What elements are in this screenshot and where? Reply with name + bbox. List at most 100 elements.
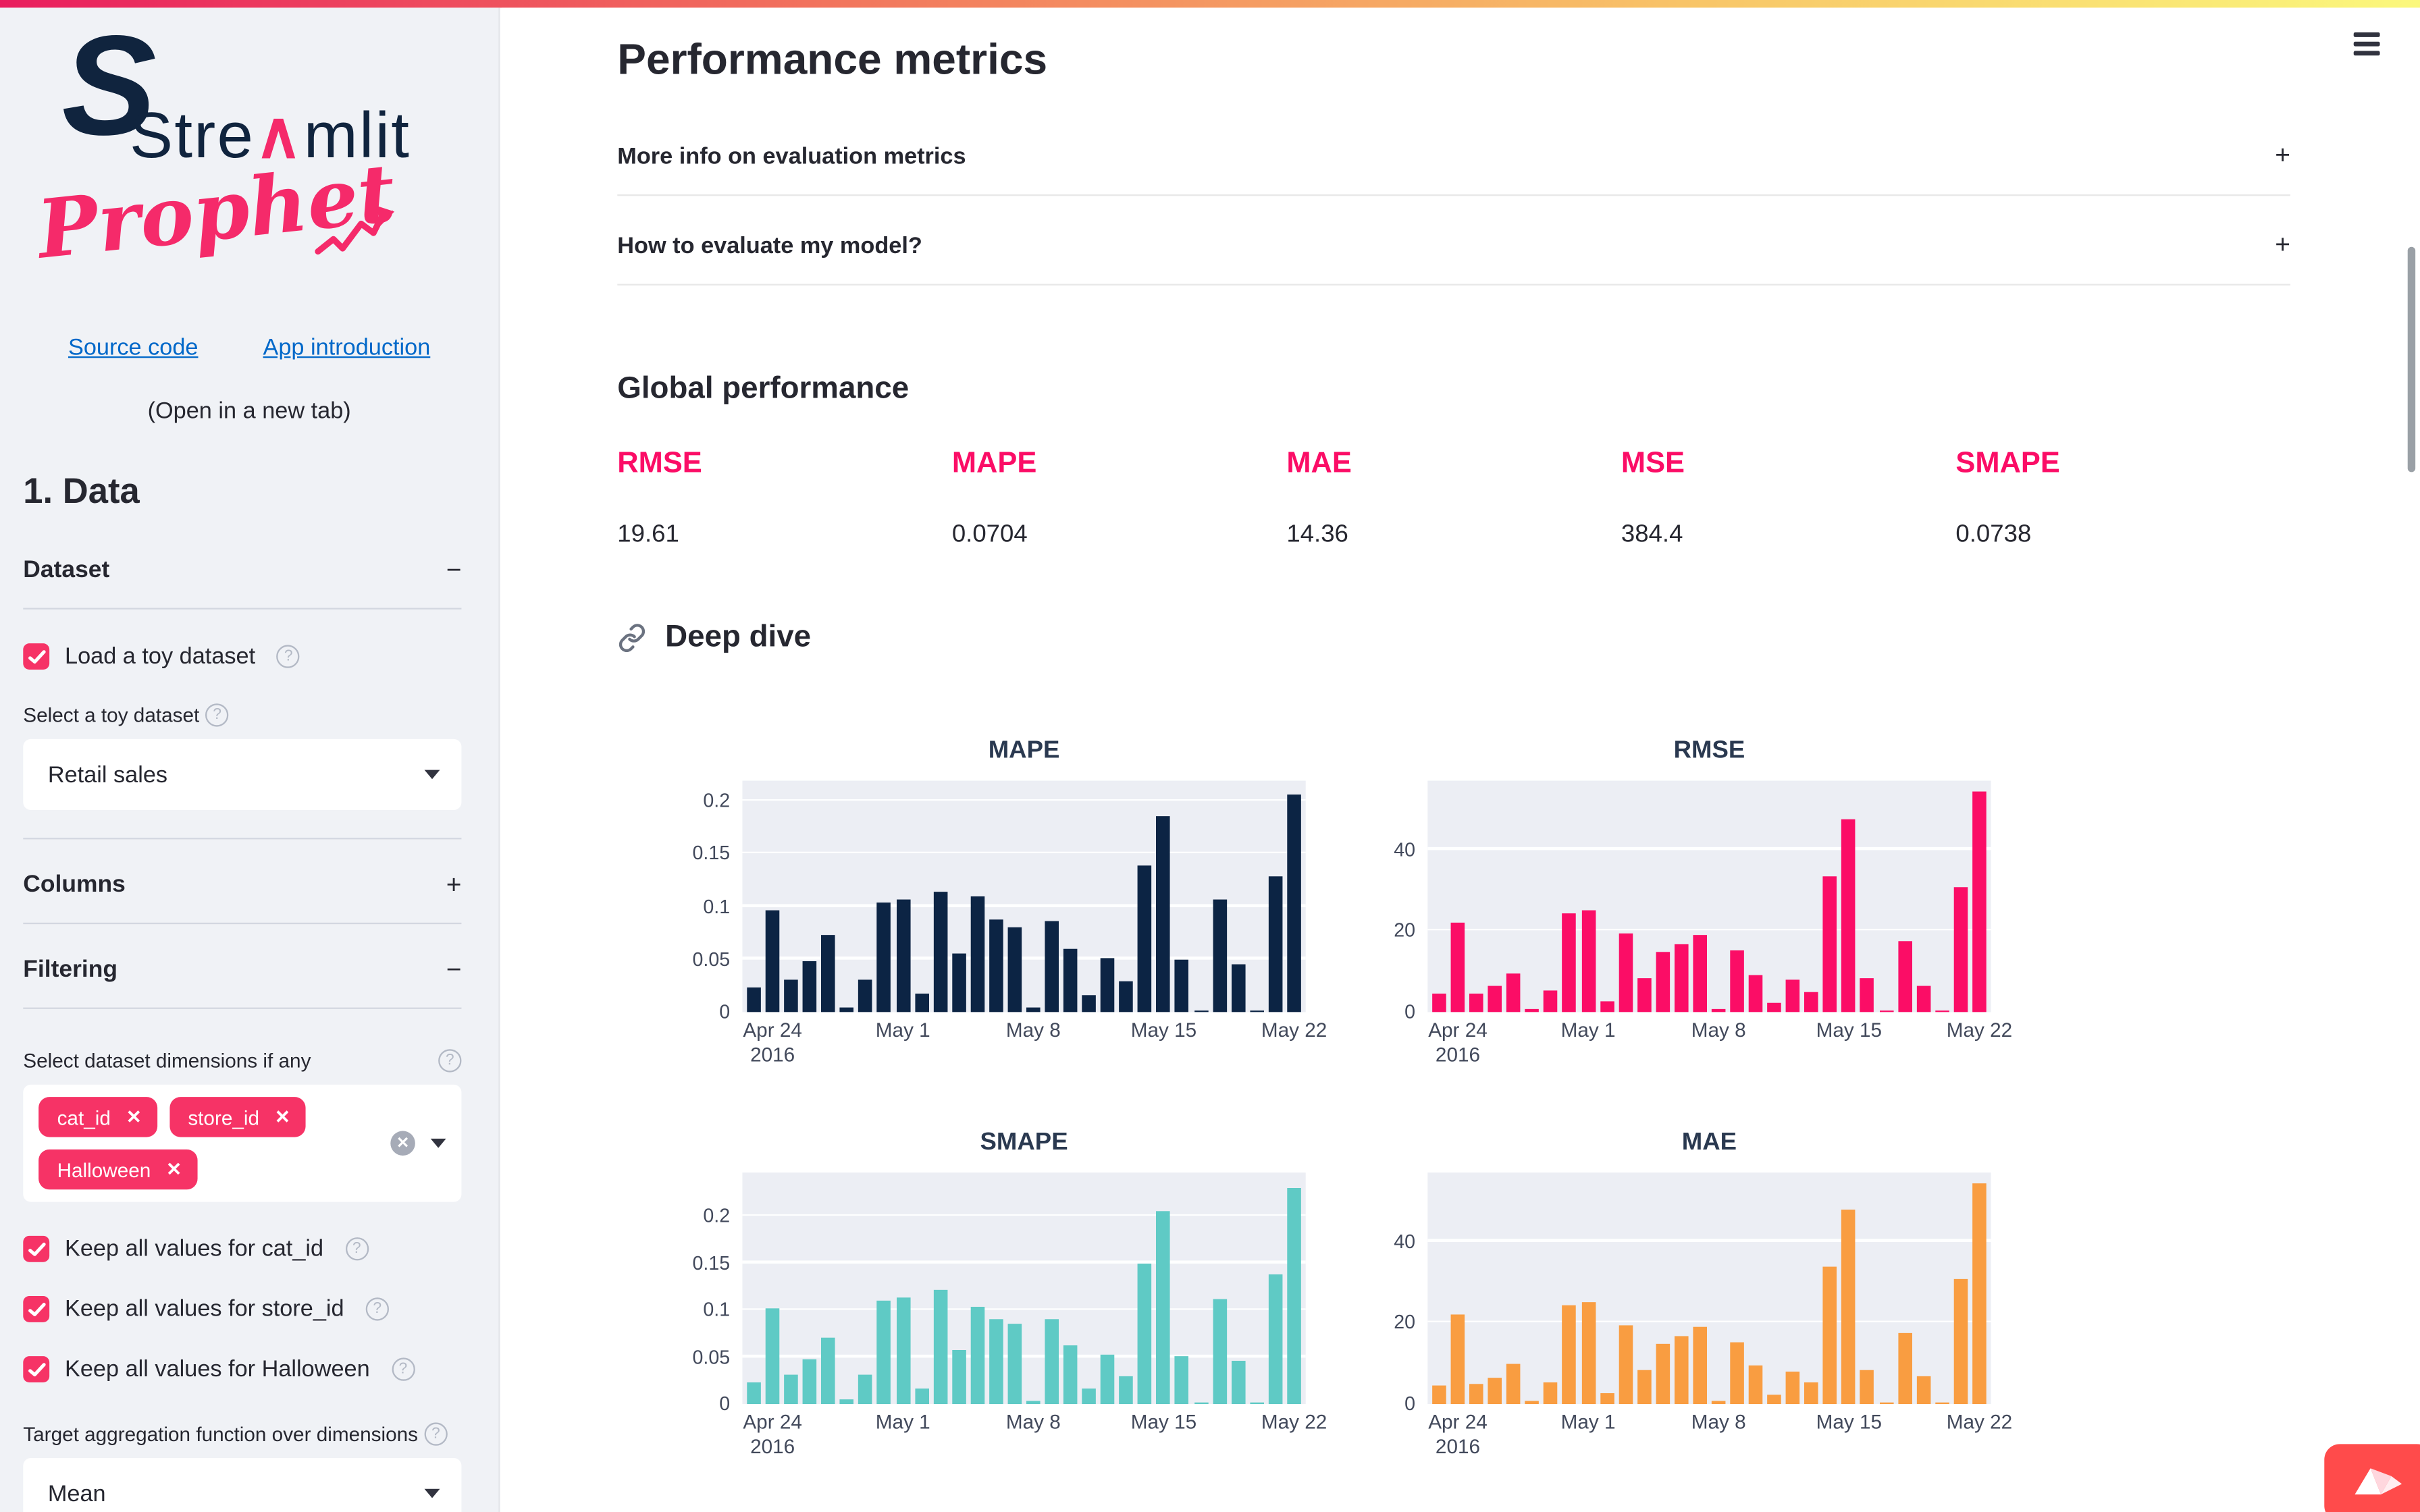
chevron-down-icon xyxy=(424,1488,440,1498)
metric: MAPE 0.0704 xyxy=(952,448,1287,549)
dimensions-multiselect[interactable]: cat_id ✕ store_id ✕ Halloween ✕ ✕ xyxy=(23,1084,462,1202)
link-icon[interactable] xyxy=(617,623,646,653)
streamlit-prophet-logo: S Stre∧mlit Prophet xyxy=(9,7,490,300)
expander-more-info[interactable]: More info on evaluation metrics + xyxy=(617,140,2290,196)
keep-all-row: Keep all values for cat_id? xyxy=(23,1235,461,1262)
source-code-link[interactable]: Source code xyxy=(68,334,199,361)
main-content: Performance metrics More info on evaluat… xyxy=(501,7,2420,1512)
check-icon xyxy=(27,1362,45,1376)
metric: MAE 14.36 xyxy=(1286,448,1621,549)
sidebar-section-title: 1. Data xyxy=(23,470,140,511)
page-title: Performance metrics xyxy=(617,35,1048,84)
logo-trend-arrow-icon xyxy=(315,206,395,255)
expander-filtering[interactable]: Filtering − xyxy=(23,954,462,1009)
help-icon[interactable]: ? xyxy=(424,1422,448,1446)
sidebar: S Stre∧mlit Prophet Source code App intr… xyxy=(0,7,500,1512)
keep-all-label: Keep all values for Halloween xyxy=(64,1356,370,1382)
keep-all-label: Keep all values for cat_id xyxy=(64,1235,324,1262)
help-icon[interactable]: ? xyxy=(365,1297,389,1321)
agg-label: Target aggregation function over dimensi… xyxy=(23,1422,419,1446)
load-toy-dataset-label: Load a toy dataset xyxy=(64,643,256,670)
keep-all-list: Keep all values for cat_id? Keep all valu… xyxy=(23,1235,461,1382)
deep-dive-row: Deep dive xyxy=(617,620,2290,656)
metric-label: MAE xyxy=(1286,447,1352,480)
dimension-tags: cat_id ✕ store_id ✕ Halloween ✕ xyxy=(38,1097,375,1190)
expander-dataset-label: Dataset xyxy=(23,557,110,583)
divider xyxy=(23,838,462,840)
dimension-tag[interactable]: Halloween ✕ xyxy=(38,1149,198,1190)
metric: RMSE 19.61 xyxy=(617,448,952,549)
dimension-tag-label: Halloween xyxy=(57,1158,151,1181)
keep-all-checkbox[interactable] xyxy=(23,1356,50,1382)
metrics-row: RMSE 19.61 MAPE 0.0704 MAE 14.36 MSE 384.4 SMAPE… xyxy=(617,448,2290,549)
keep-all-row: Keep all values for store_id? xyxy=(23,1295,461,1322)
help-icon[interactable]: ? xyxy=(438,1049,462,1073)
expander-filtering-label: Filtering xyxy=(23,956,118,983)
expander-dataset[interactable]: Dataset − xyxy=(23,555,462,610)
help-icon[interactable]: ? xyxy=(345,1237,369,1261)
decoration-bar xyxy=(0,0,2420,8)
agg-select-value: Mean xyxy=(47,1480,106,1507)
help-icon[interactable]: ? xyxy=(391,1357,415,1381)
remove-tag-icon[interactable]: ✕ xyxy=(126,1106,142,1128)
metric-value: 14.36 xyxy=(1286,521,1348,548)
dimension-tag-label: store_id xyxy=(188,1105,260,1129)
app-introduction-link[interactable]: App introduction xyxy=(263,334,431,361)
expander-columns[interactable]: Columns + xyxy=(23,870,462,925)
chevron-down-icon[interactable] xyxy=(430,1138,446,1148)
metric: MSE 384.4 xyxy=(1621,448,1956,549)
open-new-tab-note: (Open in a new tab) xyxy=(147,398,351,425)
dimension-tag-label: cat_id xyxy=(57,1105,111,1129)
metric-label: MAPE xyxy=(951,447,1037,480)
metric: SMAPE 0.0738 xyxy=(1955,448,2290,549)
logo-letter-s: S xyxy=(61,7,157,165)
global-performance-title: Global performance xyxy=(617,371,910,406)
dimensions-label: Select dataset dimensions if any xyxy=(23,1049,311,1073)
agg-select[interactable]: Mean xyxy=(23,1457,462,1512)
logo-word-streamlit: Stre∧mlit xyxy=(129,99,411,171)
metric-value: 384.4 xyxy=(1621,521,1683,548)
dimension-tag[interactable]: store_id ✕ xyxy=(169,1097,306,1137)
scrollbar-thumb[interactable] xyxy=(2407,246,2416,473)
expander-columns-label: Columns xyxy=(23,871,126,898)
keep-all-checkbox[interactable] xyxy=(23,1295,50,1322)
metric-value: 0.0738 xyxy=(1955,521,2032,548)
agg-label-row: Target aggregation function over dimensi… xyxy=(23,1422,461,1446)
load-toy-dataset-checkbox[interactable] xyxy=(23,643,50,670)
collapse-icon: − xyxy=(446,954,462,985)
keep-all-row: Keep all values for Halloween? xyxy=(23,1356,461,1382)
clear-all-icon[interactable]: ✕ xyxy=(390,1131,415,1156)
check-icon xyxy=(27,1241,45,1256)
metric-value: 0.0704 xyxy=(951,521,1028,548)
check-icon xyxy=(27,649,45,663)
expander-how-evaluate-label: How to evaluate my model? xyxy=(617,232,922,259)
logo-caret: ∧ xyxy=(255,99,304,171)
remove-tag-icon[interactable]: ✕ xyxy=(274,1106,290,1128)
help-icon[interactable]: ? xyxy=(277,645,300,668)
streamlit-boat-icon xyxy=(2355,1468,2402,1494)
dimension-tag[interactable]: cat_id ✕ xyxy=(38,1097,157,1137)
toy-select-label-row: Select a toy dataset ? xyxy=(23,703,461,727)
toy-select-label: Select a toy dataset xyxy=(23,703,200,727)
streamlit-badge[interactable] xyxy=(2324,1444,2420,1512)
metric-value: 19.61 xyxy=(617,521,679,548)
expander-more-info-label: More info on evaluation metrics xyxy=(617,142,966,169)
metric-label: MSE xyxy=(1621,447,1685,480)
expander-how-evaluate[interactable]: How to evaluate my model? + xyxy=(617,230,2290,286)
chevron-down-icon xyxy=(424,770,440,780)
hamburger-menu-icon[interactable] xyxy=(2353,32,2380,55)
remove-tag-icon[interactable]: ✕ xyxy=(166,1158,182,1181)
deep-dive-title: Deep dive xyxy=(665,620,812,655)
keep-all-checkbox[interactable] xyxy=(23,1235,50,1262)
collapse-icon: − xyxy=(446,555,462,585)
metric-label: RMSE xyxy=(617,447,702,480)
load-toy-dataset-row: Load a toy dataset ? xyxy=(23,643,461,670)
check-icon xyxy=(27,1301,45,1316)
metric-label: SMAPE xyxy=(1955,447,2060,480)
help-icon[interactable]: ? xyxy=(205,703,229,727)
keep-all-label: Keep all values for store_id xyxy=(64,1295,344,1322)
expand-icon: + xyxy=(2275,140,2290,170)
toy-dataset-select[interactable]: Retail sales xyxy=(23,738,462,810)
toy-dataset-select-value: Retail sales xyxy=(47,761,168,788)
